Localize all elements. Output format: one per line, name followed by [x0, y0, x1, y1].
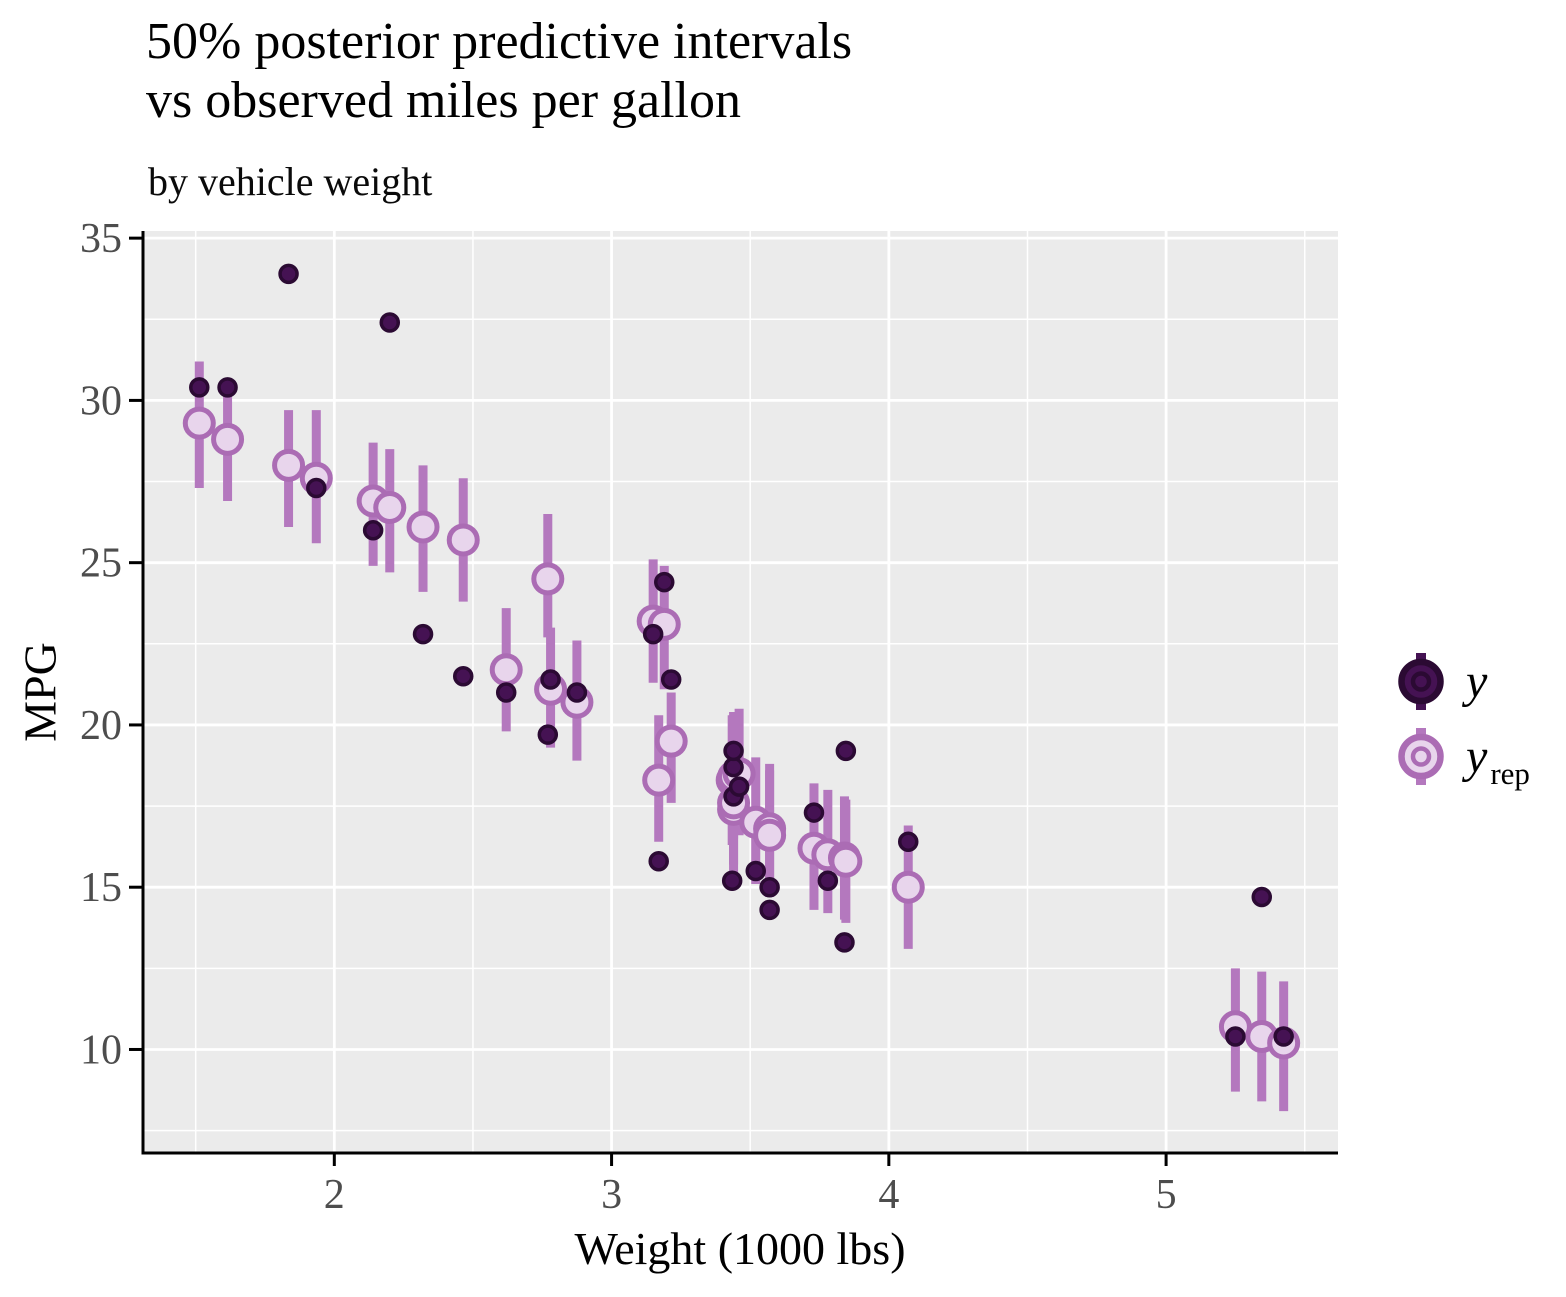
y-point	[759, 899, 780, 921]
legend-label-y: y	[1466, 655, 1488, 708]
yrep-point	[406, 510, 440, 544]
y-point	[723, 756, 744, 778]
y-point	[660, 669, 682, 690]
legend-key-y-icon	[1398, 653, 1444, 710]
y-point	[540, 669, 561, 690]
y-point	[803, 802, 825, 823]
legend-key-yrep-icon	[1398, 728, 1444, 785]
x-tick-label: 4	[878, 1172, 899, 1218]
y-tick-label: 20	[80, 703, 122, 749]
yrep-point	[531, 562, 565, 596]
y-point	[362, 519, 384, 541]
x-tick-label: 3	[601, 1172, 622, 1218]
y-point	[217, 377, 238, 398]
y-point	[728, 776, 750, 797]
y-point	[648, 850, 669, 872]
yrep-point	[891, 870, 925, 904]
y-point	[745, 860, 766, 882]
y-point	[566, 682, 588, 703]
y-point	[306, 477, 327, 499]
y-point	[834, 932, 855, 953]
y-point	[495, 682, 517, 703]
y-point	[759, 876, 780, 898]
y-point	[537, 724, 559, 745]
y-tick-label: 30	[80, 378, 122, 424]
y-point	[897, 831, 919, 853]
y-point	[1251, 886, 1273, 908]
y-point	[189, 377, 210, 398]
y-point	[1273, 1026, 1294, 1047]
y-point	[379, 312, 401, 333]
yrep-point	[654, 724, 688, 758]
panel-background	[143, 231, 1338, 1153]
y-tick-label: 25	[80, 541, 122, 587]
y-point	[835, 740, 857, 762]
legend-label-yrep-sub: rep	[1490, 756, 1530, 791]
legend-item-y: y	[1392, 644, 1527, 719]
y-point	[721, 870, 743, 891]
yrep-point	[373, 491, 407, 525]
legend-item-yrep: yrep	[1392, 719, 1530, 794]
y-tick-label: 15	[80, 865, 122, 911]
yrep-point	[272, 448, 306, 482]
chart-subtitle: by vehicle weight	[148, 159, 433, 204]
y-point	[723, 740, 744, 762]
chart-title: 50% posterior predictive intervals vs ob…	[146, 13, 853, 129]
yrep-point	[211, 422, 245, 456]
yrep-point	[642, 763, 676, 797]
x-axis-title: Weight (1000 lbs)	[574, 1223, 906, 1274]
legend: y yrep	[1392, 644, 1530, 794]
y-point	[452, 666, 474, 687]
y-point	[412, 623, 434, 645]
legend-label-yrep: yrep	[1466, 730, 1530, 791]
y-point	[654, 571, 675, 593]
y-point	[642, 623, 664, 645]
y-point	[1225, 1026, 1246, 1047]
yrep-point	[446, 523, 480, 557]
x-tick-label: 2	[324, 1172, 345, 1218]
yrep-point	[182, 406, 216, 440]
yrep-point	[753, 818, 787, 852]
y-tick-label: 35	[80, 216, 122, 262]
y-point	[278, 263, 299, 285]
x-tick-label: 5	[1156, 1172, 1177, 1218]
y-tick-label: 10	[80, 1027, 122, 1073]
y-point	[817, 870, 839, 891]
yrep-point	[829, 844, 863, 878]
yrep-point	[489, 653, 523, 687]
